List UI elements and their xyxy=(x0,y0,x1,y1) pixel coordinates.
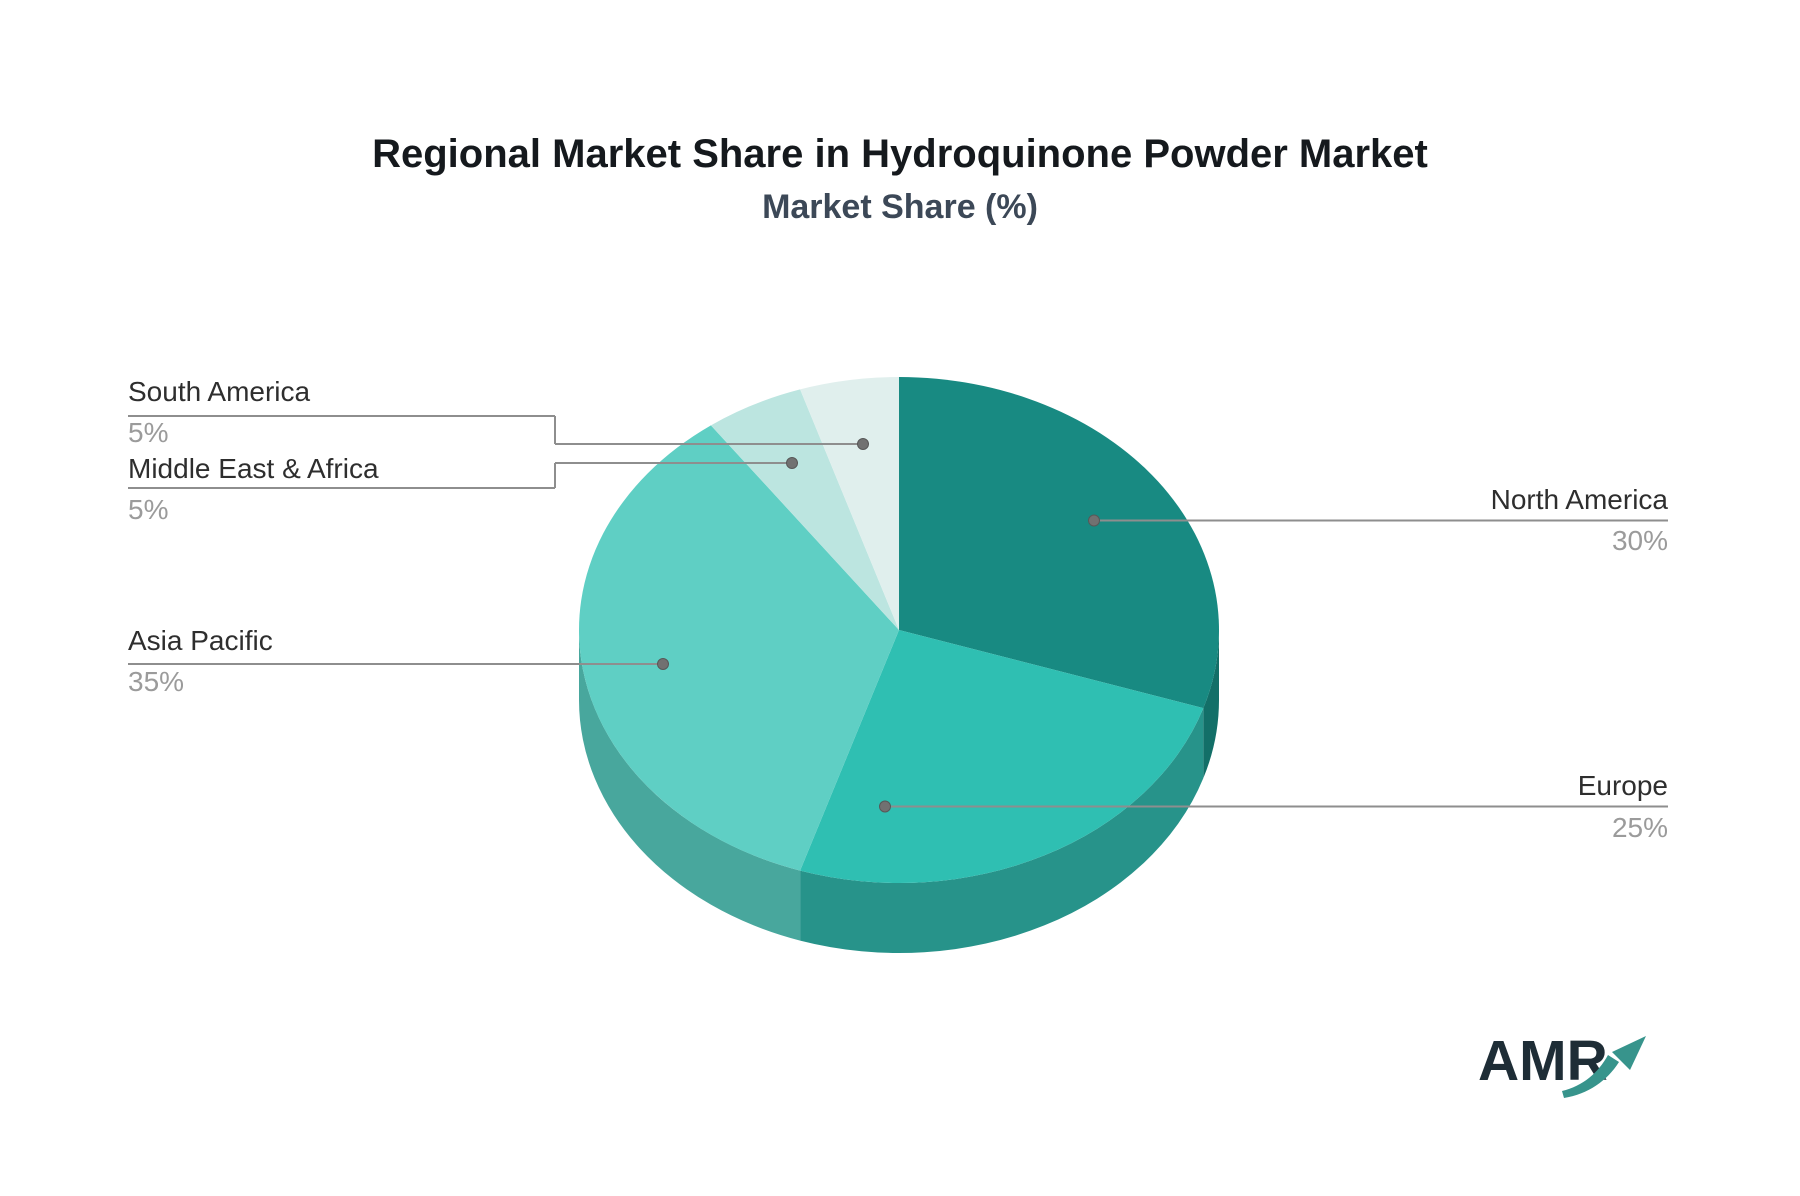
pie-slice-europe[interactable] xyxy=(800,630,1204,884)
callout-value-north-america: 30% xyxy=(1611,525,1668,556)
pie-slice-asia-pacific[interactable] xyxy=(578,425,899,871)
callout-dot-asia-pacific xyxy=(657,658,669,670)
growth-arrow-icon xyxy=(1562,1036,1646,1098)
callout-label-asia-pacific: Asia Pacific xyxy=(128,625,273,656)
pie-slice-south-america[interactable] xyxy=(800,377,899,630)
callout-dot-north-america xyxy=(1088,514,1100,527)
callout-dot-middle-east-africa xyxy=(786,457,798,469)
chart-title: Regional Market Share in Hydroquinone Po… xyxy=(372,132,1428,176)
callout-label-south-america: South America xyxy=(128,376,311,407)
callout-value-middle-east-africa: 5% xyxy=(128,494,169,525)
callout-value-europe: 25% xyxy=(1611,812,1668,843)
callout-value-south-america: 5% xyxy=(128,417,169,448)
pie-slice-side-north-america xyxy=(1203,630,1219,779)
pie-slice-north-america[interactable] xyxy=(899,377,1220,709)
chart-subtitle: Market Share (%) xyxy=(762,188,1038,226)
pie-slice-side-europe xyxy=(800,708,1204,954)
callout-label-middle-east-africa: Middle East & Africa xyxy=(128,453,379,484)
amr-logo-text: AMR xyxy=(1478,1029,1608,1093)
callout-dot-europe xyxy=(879,800,891,813)
callout-label-europe: Europe xyxy=(1577,770,1668,801)
callout-label-north-america: North America xyxy=(1490,484,1668,515)
callout-dot-south-america xyxy=(857,438,869,450)
pie-slice-middle-east-and-africa[interactable] xyxy=(710,389,899,630)
amr-logo: AMR xyxy=(1478,1033,1678,1123)
pie-slice-side-asia-pacific xyxy=(579,630,801,941)
callout-value-asia-pacific: 35% xyxy=(128,666,185,697)
